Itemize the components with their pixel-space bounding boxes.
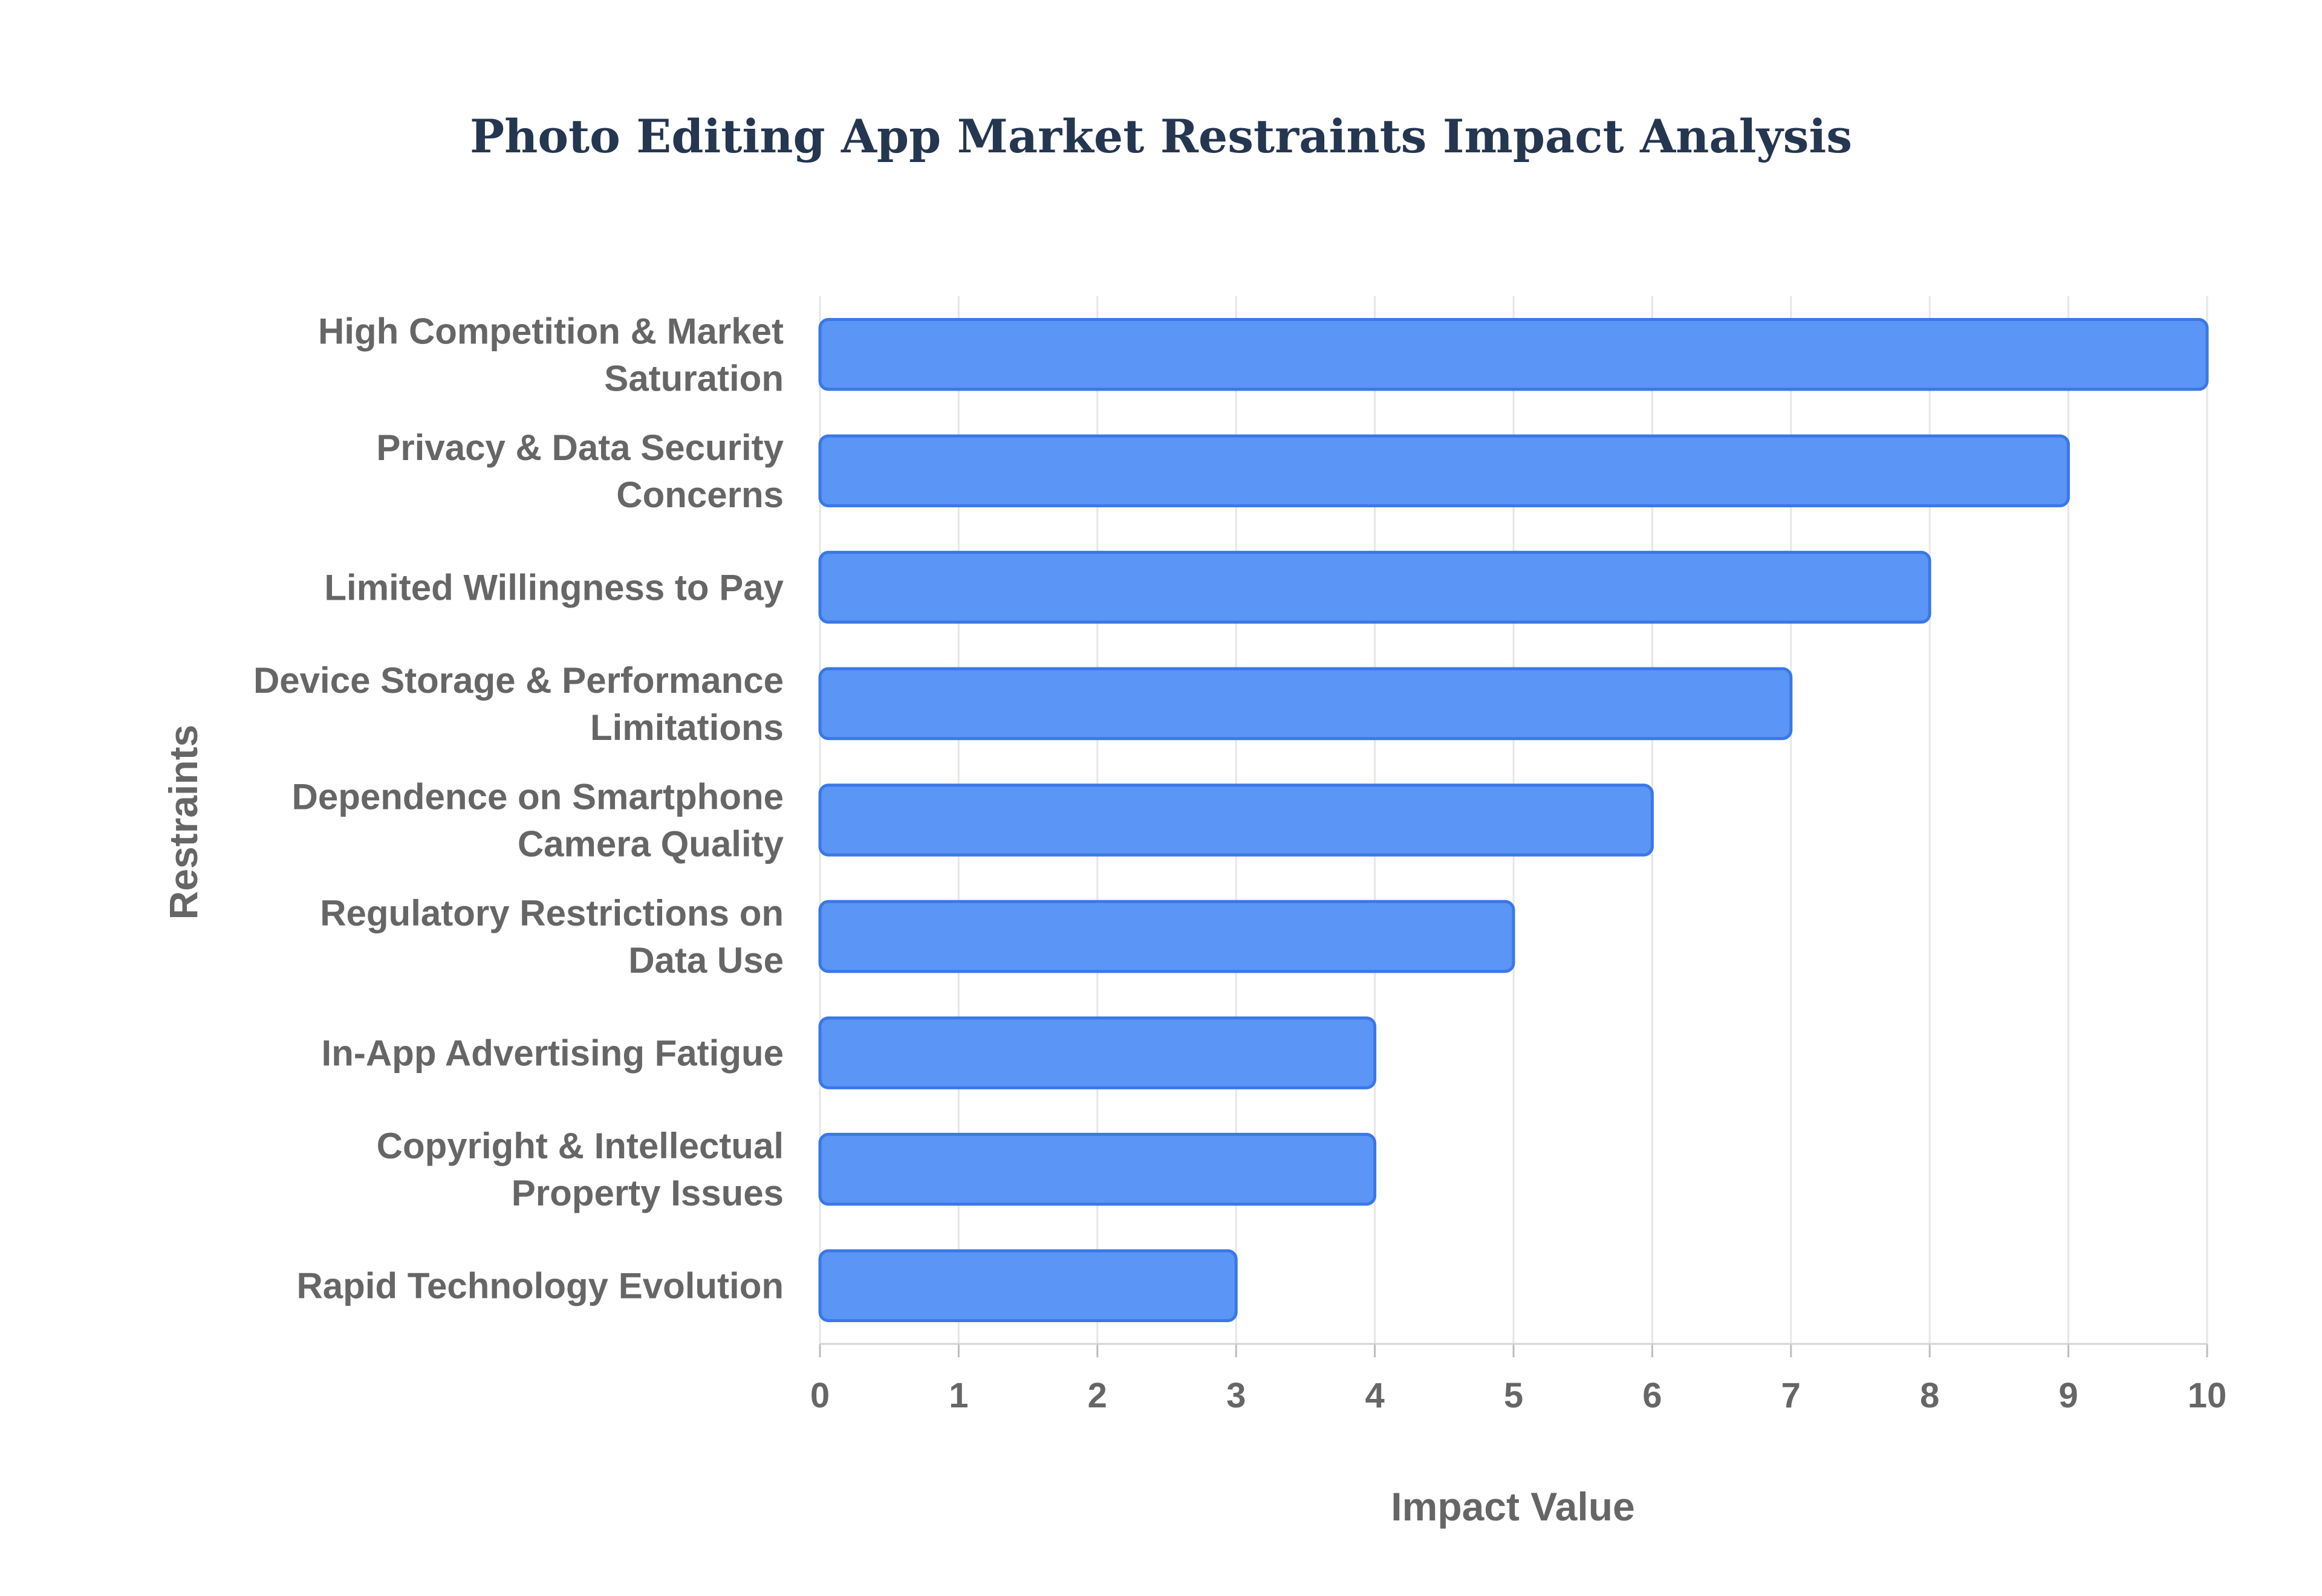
- category-labels: High Competition & Market Saturation Priva…: [253, 311, 784, 1306]
- category-label: Regulatory Restrictions on Data Use: [320, 893, 784, 981]
- bar: [818, 551, 1931, 624]
- x-tick-label: 8: [1920, 1376, 1939, 1415]
- x-tick-label: 6: [1642, 1376, 1662, 1415]
- bar: [818, 434, 2070, 508]
- bar: [818, 667, 1793, 741]
- bar: [818, 1249, 1238, 1322]
- y-axis-title: Restraints: [161, 725, 206, 920]
- bar: [818, 783, 1654, 857]
- bars: [818, 318, 2209, 1322]
- x-tick-label: 0: [810, 1376, 830, 1415]
- category-label: Device Storage & Performance Limitations: [253, 660, 784, 748]
- x-tick-label: 10: [2188, 1376, 2227, 1415]
- bar: [818, 900, 1515, 973]
- category-label: Rapid Technology Evolution: [296, 1266, 784, 1306]
- category-label: Copyright & Intellectual Property Issues: [377, 1126, 784, 1213]
- bar: [818, 318, 2209, 391]
- category-label: In-App Advertising Fatigue: [322, 1033, 784, 1074]
- x-tick-label: 5: [1504, 1376, 1523, 1415]
- category-label: Dependence on Smartphone Camera Quality: [292, 777, 784, 864]
- category-label: Privacy & Data Security Concerns: [376, 427, 784, 515]
- x-tick-label: 2: [1088, 1376, 1107, 1415]
- x-tick-label: 1: [949, 1376, 968, 1415]
- category-label: Limited Willingness to Pay: [324, 567, 784, 608]
- bar: [818, 1016, 1377, 1089]
- bar: [818, 1132, 1377, 1206]
- x-axis-title: Impact Value: [1391, 1484, 1635, 1529]
- x-tick-label: 9: [2058, 1376, 2078, 1415]
- x-tick-label: 4: [1365, 1376, 1384, 1415]
- x-tick-label: 7: [1781, 1376, 1801, 1415]
- chart-title: Photo Editing App Market Restraints Impa…: [470, 109, 1852, 163]
- x-tick-label: 3: [1226, 1376, 1246, 1415]
- x-tick-labels: 0 1 2 3 4 5 6 7 8 9 10: [810, 1344, 2226, 1415]
- category-label: High Competition & Market Saturation: [318, 311, 784, 398]
